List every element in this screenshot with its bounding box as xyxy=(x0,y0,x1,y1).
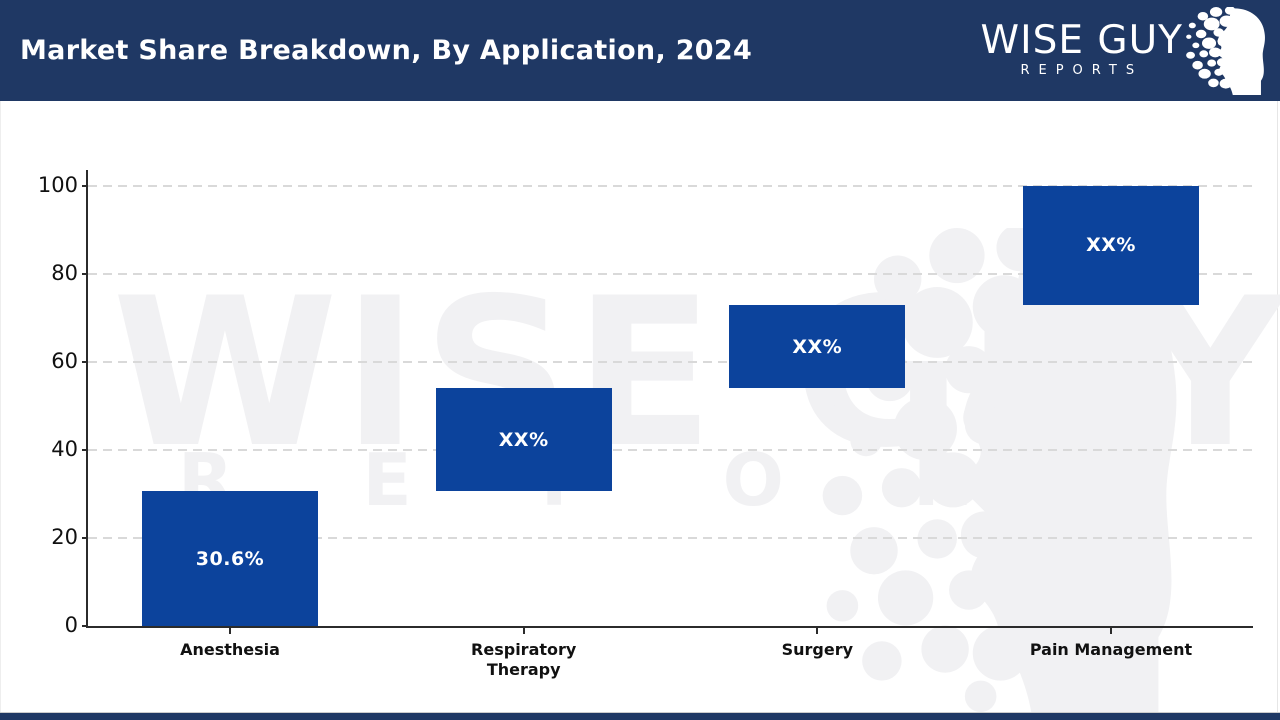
wiseguy-logo: WISE GUY REPORTS xyxy=(981,5,1268,97)
gridline-y20 xyxy=(88,537,1253,539)
right-border xyxy=(1277,101,1278,713)
gridline-y40 xyxy=(88,449,1253,451)
xtick-mark-2 xyxy=(816,628,819,634)
bar-value-label: 30.6% xyxy=(195,547,265,570)
ytick-label-0: 0 xyxy=(64,613,78,637)
bar-1: XX% xyxy=(435,388,612,492)
page-title: Market Share Breakdown, By Application, … xyxy=(20,35,753,66)
ytick-label-60: 60 xyxy=(51,349,78,373)
ytick-label-20: 20 xyxy=(51,525,78,549)
x-axis xyxy=(86,626,1253,628)
bar-3: XX% xyxy=(1023,186,1199,305)
ytick-mark-20 xyxy=(82,537,88,539)
ytick-mark-0 xyxy=(82,625,88,627)
gridline-y80 xyxy=(88,273,1253,275)
category-label-2: Surgery xyxy=(781,640,854,659)
bar-0: 30.6% xyxy=(142,491,318,626)
gridline-y100 xyxy=(88,185,1253,187)
left-border xyxy=(0,101,1,713)
bar-value-label: XX% xyxy=(792,335,843,358)
ytick-mark-100 xyxy=(82,185,88,187)
ytick-label-100: 100 xyxy=(37,173,78,197)
logo-reports-label: REPORTS xyxy=(1020,63,1144,78)
ytick-label-40: 40 xyxy=(51,437,78,461)
category-label-0: Anesthesia xyxy=(180,640,280,659)
logo-wiseguy-label: WISE GUY xyxy=(980,18,1183,63)
gridline-y60 xyxy=(88,361,1253,363)
xtick-mark-3 xyxy=(1110,628,1112,634)
ytick-label-80: 80 xyxy=(51,261,78,285)
ytick-mark-40 xyxy=(82,449,88,451)
xtick-mark-1 xyxy=(522,628,525,634)
bar-2: XX% xyxy=(729,304,906,389)
header-bar: Market Share Breakdown, By Application, … xyxy=(0,0,1280,101)
xtick-mark-0 xyxy=(229,628,231,634)
footer-divider xyxy=(0,712,1280,713)
category-label-3: Pain Management xyxy=(1029,640,1193,659)
wiseguy-head-icon xyxy=(1186,7,1265,95)
y-axis xyxy=(86,170,88,628)
watermark-head-icon xyxy=(822,228,1177,716)
bar-value-label: XX% xyxy=(498,428,549,451)
bar-value-label: XX% xyxy=(1086,234,1136,257)
ytick-mark-60 xyxy=(82,361,88,363)
category-label-1: Respiratory Therapy xyxy=(471,640,577,679)
footer-bar xyxy=(0,713,1280,720)
ytick-mark-80 xyxy=(82,273,88,275)
